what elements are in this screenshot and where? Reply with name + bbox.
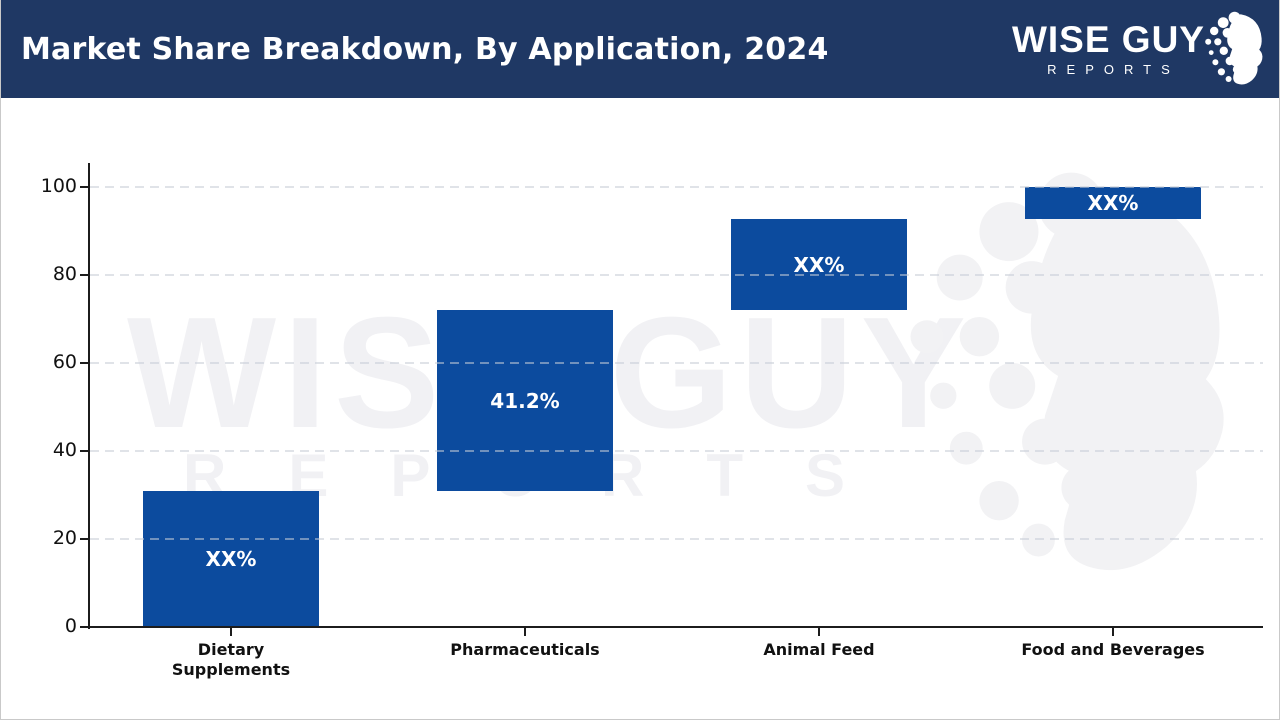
y-tick (80, 537, 88, 540)
x-category-label: Food and Beverages (1021, 640, 1205, 659)
x-axis-line (88, 625, 1263, 628)
gridline (90, 361, 1263, 364)
gridline (90, 186, 1263, 189)
y-axis-line (88, 163, 90, 629)
x-category-label: Animal Feed (763, 640, 875, 659)
bar-value-label: XX% (1087, 191, 1139, 216)
y-tick-label: 80 (52, 263, 77, 286)
y-tick (80, 361, 88, 364)
y-tick (80, 449, 88, 452)
x-tick (230, 627, 232, 636)
y-tick-label: 40 (52, 438, 77, 461)
x-tick (524, 627, 526, 636)
bar-value-label: XX% (793, 252, 845, 277)
x-tick (818, 627, 820, 636)
gridline (90, 274, 1263, 277)
bar-segment: XX% (1025, 187, 1201, 219)
x-category-label: Dietary Supplements (171, 640, 291, 679)
y-tick-label: 0 (64, 614, 77, 637)
gridline (90, 449, 1263, 452)
y-tick (80, 625, 88, 628)
chart-title: Market Share Breakdown, By Application, … (21, 31, 829, 67)
brand-logo-text: WISE GUY REPORTS (1012, 21, 1205, 77)
logo-subtext: REPORTS (1047, 62, 1180, 77)
y-tick-label: 60 (52, 350, 77, 373)
gridline (90, 537, 1263, 540)
brand-logo: WISE GUY REPORTS (1012, 10, 1267, 88)
chart-canvas: WISE GUY REPORTS XX%41.2%XX%XX%020406080… (1, 98, 1279, 719)
y-tick (80, 274, 88, 277)
bar-value-label: 41.2% (490, 388, 560, 413)
y-tick-label: 20 (52, 526, 77, 549)
bar-value-label: XX% (205, 546, 257, 571)
x-tick (1112, 627, 1114, 636)
y-tick-label: 100 (40, 175, 77, 198)
y-tick (80, 186, 88, 189)
x-category-label: Pharmaceuticals (450, 640, 600, 659)
bar-segment: 41.2% (437, 310, 613, 492)
header-bar: Market Share Breakdown, By Application, … (1, 0, 1279, 98)
bar-segment: XX% (143, 491, 319, 627)
watermark-head-icon (910, 172, 1224, 571)
logo-wordmark: WISE GUY (1011, 19, 1205, 60)
bar-segment: XX% (731, 218, 907, 311)
logo-head-icon (1205, 11, 1263, 85)
